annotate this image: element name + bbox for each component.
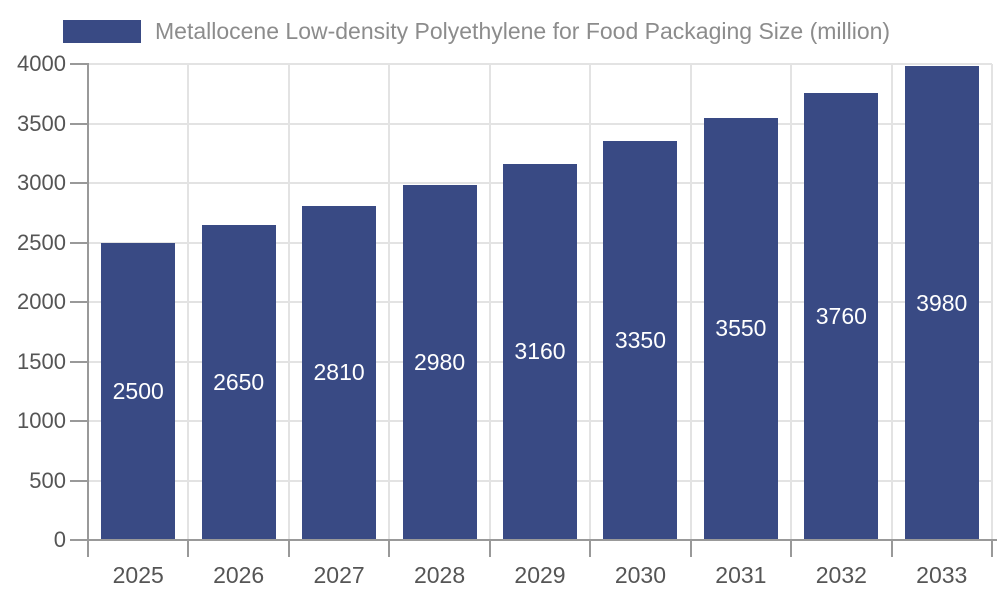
x-axis-tick-label: 2033 (916, 562, 968, 588)
y-axis-line (87, 63, 89, 541)
y-axis-tick-label: 4000 (17, 51, 66, 76)
gridline-horizontal (88, 63, 992, 65)
gridline-vertical (890, 64, 893, 540)
x-axis-tick-label: 2026 (213, 562, 265, 588)
y-axis-tick-label: 0 (53, 527, 66, 552)
y-axis-tick-label: 1000 (17, 408, 66, 433)
bar (302, 205, 377, 539)
bar (703, 117, 778, 539)
bar-value-label: 3980 (916, 289, 968, 316)
bar-value-label: 2500 (112, 377, 164, 404)
gridline-vertical (388, 64, 391, 540)
bar-value-label: 3550 (715, 315, 767, 342)
x-axis-tick-label: 2025 (112, 562, 164, 588)
bar-value-label: 2980 (413, 349, 466, 376)
x-axis-tick-label: 2031 (715, 562, 767, 588)
y-axis-tick (70, 182, 88, 184)
x-axis-tick (488, 540, 491, 557)
x-axis-tick (388, 540, 391, 557)
y-axis-tick (70, 479, 88, 482)
gridline-vertical (488, 64, 491, 540)
x-axis-tick (287, 540, 290, 557)
gridline-vertical (287, 64, 290, 540)
x-axis-tick-label: 2029 (514, 562, 566, 588)
bar (904, 66, 979, 539)
gridline-vertical (790, 64, 793, 540)
x-axis-tick (991, 540, 993, 557)
y-axis-tick (70, 241, 88, 244)
x-axis-tick-label: 2028 (413, 562, 466, 588)
y-axis-tick (70, 301, 88, 303)
bar (603, 141, 678, 539)
bar-value-label: 2810 (313, 359, 365, 386)
gridline-vertical (689, 64, 692, 540)
y-axis-tick-label: 2500 (17, 229, 66, 255)
y-axis-tick (70, 360, 88, 363)
y-axis-tick-label: 2000 (17, 289, 66, 314)
bar-value-label: 3160 (514, 338, 566, 365)
x-axis-tick (890, 540, 893, 557)
x-axis-tick (589, 540, 592, 557)
bar (804, 92, 879, 539)
x-axis-tick (790, 540, 793, 557)
legend-swatch (63, 19, 141, 43)
bar (201, 224, 276, 539)
x-axis-tick-label: 2030 (614, 562, 667, 588)
legend-label: Metallocene Low-density Polyethylene for… (155, 18, 891, 44)
x-axis-tick-label: 2032 (815, 562, 867, 588)
bar (101, 242, 176, 539)
legend-item[interactable]: Metallocene Low-density Polyethylene for… (63, 17, 890, 45)
bar (402, 185, 477, 539)
gridline-vertical (991, 64, 993, 540)
y-axis-tick (70, 63, 88, 65)
x-axis-tick (187, 540, 190, 557)
x-axis-line (70, 539, 997, 541)
y-axis-tick (70, 420, 88, 422)
bar (503, 163, 577, 539)
y-axis-tick (70, 122, 88, 125)
y-axis-tick-label: 500 (29, 467, 66, 493)
y-axis-tick-label: 3500 (17, 110, 66, 136)
bar-value-label: 2650 (213, 368, 265, 395)
x-axis-tick-label: 2027 (313, 562, 365, 588)
y-axis-tick-label: 1500 (17, 348, 66, 374)
x-axis-tick (689, 540, 692, 557)
y-axis-tick-label: 3000 (17, 170, 66, 195)
x-axis-tick (87, 540, 89, 557)
gridline-vertical (589, 64, 592, 540)
bar-value-label: 3350 (614, 327, 667, 354)
gridline-vertical (187, 64, 190, 540)
bar-value-label: 3760 (815, 302, 867, 329)
gridline-horizontal (88, 122, 992, 125)
